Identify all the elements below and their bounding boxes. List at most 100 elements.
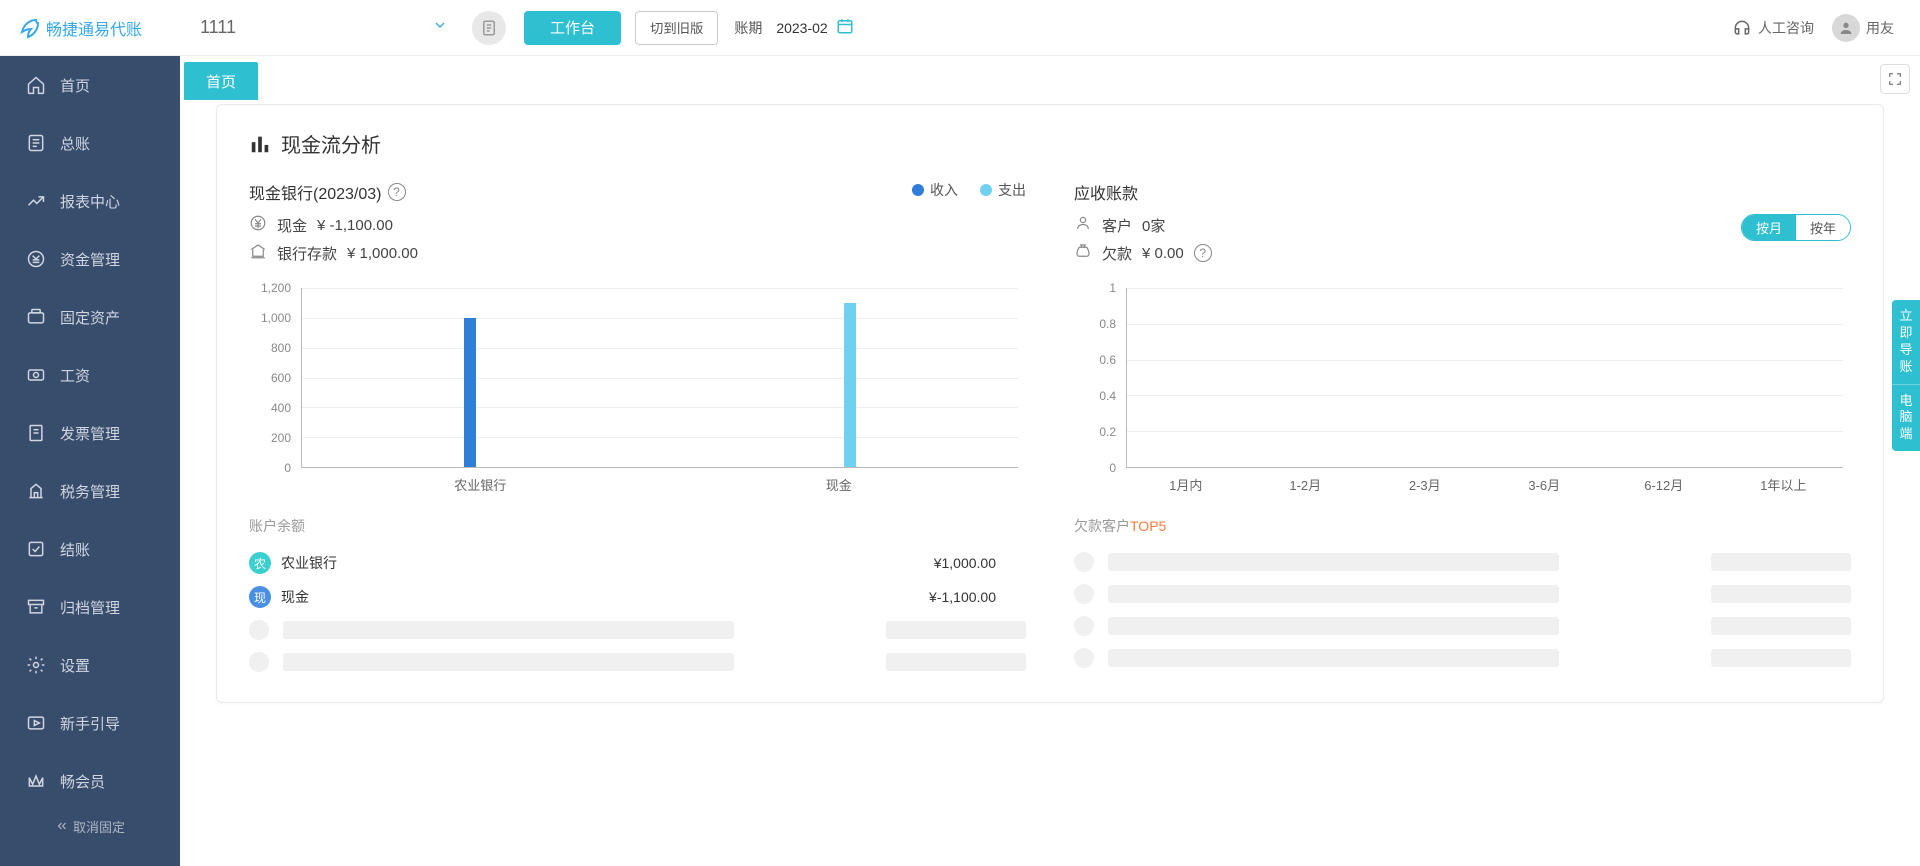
cashflow-left: 现金银行(2023/03) ? 现金 ¥ -1,100.00	[249, 180, 1026, 678]
close-icon	[26, 539, 46, 559]
sidebar: 首页总账报表中心资金管理固定资产工资发票管理税务管理结账归档管理设置新手引导畅会…	[0, 56, 180, 866]
report-icon	[26, 191, 46, 211]
sidebar-item-tax[interactable]: 税务管理	[0, 462, 180, 520]
sidebar-item-ledger[interactable]: 总账	[0, 114, 180, 172]
avatar-icon	[1832, 14, 1860, 42]
deposit-stat: 银行存款 ¥ 1,000.00	[249, 242, 418, 264]
sidebar-item-invoice[interactable]: 发票管理	[0, 404, 180, 462]
consult-button[interactable]: 人工咨询	[1732, 18, 1814, 38]
sidebar-item-fund[interactable]: 资金管理	[0, 230, 180, 288]
invoice-icon	[26, 423, 46, 443]
account-badge: 现	[249, 586, 271, 608]
balance-row: 现现金 ¥-1,100.00	[249, 580, 1026, 614]
skeleton-row	[1074, 642, 1851, 674]
cash-stat: 现金 ¥ -1,100.00	[249, 214, 418, 236]
skeleton-row	[249, 614, 1026, 646]
app-header: 畅捷通易代账 1111 工作台 切到旧版 账期 2023-02 人工咨询	[0, 0, 1920, 56]
old-version-button[interactable]: 切到旧版	[635, 11, 718, 45]
sidebar-item-label: 首页	[60, 75, 90, 96]
help-icon[interactable]: ?	[1194, 244, 1212, 262]
cash-bar-chart: 02004006008001,0001,200农业银行现金	[249, 288, 1026, 498]
toggle-year[interactable]: 按年	[1796, 215, 1850, 240]
legend-item: 支出	[980, 180, 1026, 200]
top5-label: 欠款客户TOP5	[1074, 516, 1851, 536]
debt-stat: 欠款 ¥ 0.00 ?	[1074, 242, 1212, 264]
sidebar-item-settings[interactable]: 设置	[0, 636, 180, 694]
tab-bar: 首页	[180, 56, 1920, 104]
cash-bank-title: 现金银行(2023/03) ?	[249, 180, 418, 204]
chevron-down-icon	[432, 17, 448, 38]
brand-logo: 畅捷通易代账	[0, 0, 180, 56]
card-title: 现金流分析	[249, 129, 1851, 158]
help-icon[interactable]: ?	[388, 183, 406, 201]
headset-icon	[1732, 18, 1752, 38]
salary-icon	[26, 365, 46, 385]
company-select[interactable]: 1111	[188, 10, 458, 46]
tax-icon	[26, 481, 46, 501]
calendar-icon[interactable]	[836, 17, 854, 38]
receivable-bar-chart: 00.20.40.60.811月内1-2月2-3月3-6月6-12月1年以上	[1074, 288, 1851, 498]
sidebar-item-label: 设置	[60, 655, 90, 676]
fullscreen-icon[interactable]	[1880, 64, 1910, 94]
skeleton-row	[249, 646, 1026, 678]
sidebar-item-label: 归档管理	[60, 597, 120, 618]
period-value[interactable]: 2023-02	[776, 20, 827, 36]
float-button-1[interactable]: 电脑端	[1892, 384, 1920, 452]
sidebar-item-vip[interactable]: 畅会员	[0, 752, 180, 810]
sidebar-item-label: 新手引导	[60, 713, 120, 734]
account-badge: 农	[249, 552, 271, 574]
sidebar-item-asset[interactable]: 固定资产	[0, 288, 180, 346]
vip-icon	[26, 771, 46, 791]
chart-legend: 收入 支出	[912, 180, 1026, 200]
legend-item: 收入	[912, 180, 958, 200]
balance-section-label: 账户余额	[249, 516, 1026, 536]
person-icon	[1074, 214, 1092, 236]
sidebar-item-label: 结账	[60, 539, 90, 560]
feather-icon	[16, 16, 40, 40]
settings-icon	[26, 655, 46, 675]
home-icon	[26, 75, 46, 95]
skeleton-row	[1074, 546, 1851, 578]
sidebar-item-label: 固定资产	[60, 307, 120, 328]
sidebar-item-label: 税务管理	[60, 481, 120, 502]
cashflow-card: 现金流分析 现金银行(2023/03) ?	[216, 104, 1884, 703]
toggle-month[interactable]: 按月	[1742, 215, 1796, 240]
bank-icon	[249, 242, 267, 264]
fund-icon	[26, 249, 46, 269]
workbench-button[interactable]: 工作台	[524, 11, 621, 45]
sidebar-item-label: 工资	[60, 365, 90, 386]
sidebar-item-label: 报表中心	[60, 191, 120, 212]
ledger-icon	[26, 133, 46, 153]
customer-stat: 客户 0家	[1074, 214, 1212, 236]
float-button-0[interactable]: 立即导账	[1892, 300, 1920, 384]
sidebar-item-guide[interactable]: 新手引导	[0, 694, 180, 752]
skeleton-row	[1074, 578, 1851, 610]
sidebar-item-salary[interactable]: 工资	[0, 346, 180, 404]
period-toggle: 按月 按年	[1741, 214, 1851, 241]
account-amount: ¥1,000.00	[934, 555, 1026, 571]
money-bag-icon	[1074, 242, 1092, 264]
account-name: 现金	[281, 587, 441, 607]
collapse-icon	[55, 819, 69, 833]
account-amount: ¥-1,100.00	[929, 589, 1026, 605]
guide-icon	[26, 713, 46, 733]
balance-row: 农农业银行 ¥1,000.00	[249, 546, 1026, 580]
sidebar-item-report[interactable]: 报表中心	[0, 172, 180, 230]
sidebar-item-label: 资金管理	[60, 249, 120, 270]
sidebar-item-label: 发票管理	[60, 423, 120, 444]
account-name: 农业银行	[281, 553, 441, 573]
user-menu[interactable]: 用友	[1832, 14, 1894, 42]
sidebar-item-archive[interactable]: 归档管理	[0, 578, 180, 636]
tab-home[interactable]: 首页	[184, 62, 258, 100]
sidebar-item-label: 畅会员	[60, 771, 105, 792]
unpin-button[interactable]: 取消固定	[0, 810, 180, 842]
receivable-title: 应收账款	[1074, 180, 1851, 204]
sidebar-item-close[interactable]: 结账	[0, 520, 180, 578]
sidebar-item-label: 总账	[60, 133, 90, 154]
clipboard-icon[interactable]	[472, 11, 506, 45]
sidebar-item-home[interactable]: 首页	[0, 56, 180, 114]
skeleton-row	[1074, 610, 1851, 642]
bar-chart-icon	[249, 133, 271, 155]
period-label: 账期	[734, 18, 762, 38]
receivable-right: 应收账款 客户 0家	[1074, 180, 1851, 678]
